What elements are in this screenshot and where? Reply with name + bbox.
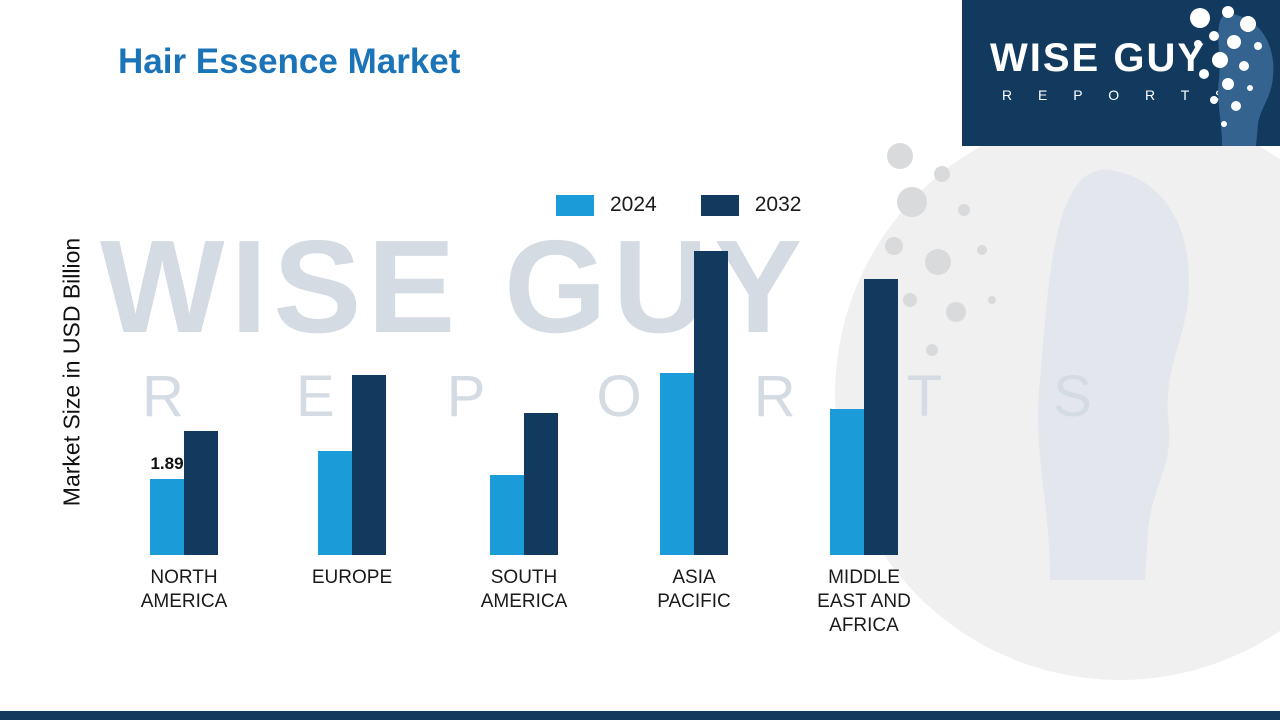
legend-item-2024: 2024 xyxy=(556,193,657,217)
bar-2032 xyxy=(864,279,898,555)
category-label: EUROPE xyxy=(311,567,393,588)
bar-2024 xyxy=(150,479,184,555)
logo-subtitle: R E P O R T S xyxy=(1002,87,1236,103)
bar-group xyxy=(490,413,558,555)
bar-2032 xyxy=(352,375,386,555)
watermark-line2: R E P O R T S xyxy=(142,363,1140,429)
bar-group xyxy=(318,375,386,555)
bar-2024 xyxy=(830,409,864,555)
bar-2032 xyxy=(524,413,558,555)
bar-group xyxy=(660,251,728,555)
category-label: ASIA PACIFIC xyxy=(657,567,731,612)
page-title: Hair Essence Market xyxy=(118,42,461,81)
logo-brand: WISE GUY xyxy=(990,36,1207,80)
watermark: WISE GUY R E P O R T S xyxy=(100,213,1140,430)
logo-text: WISE GUY R E P O R T S xyxy=(990,36,1235,103)
watermark-line1: WISE GUY xyxy=(100,213,809,360)
legend-item-2032: 2032 xyxy=(700,193,802,217)
bar-group xyxy=(150,431,218,555)
legend-swatch-2024 xyxy=(556,194,594,216)
bar-group xyxy=(830,279,898,555)
face-profile-decoration xyxy=(1037,169,1190,580)
bar-2024 xyxy=(318,451,352,555)
legend: 2024 2032 xyxy=(556,193,801,217)
bar-2032 xyxy=(184,431,218,555)
bar-value-label: 1.89 xyxy=(150,454,184,474)
category-label: NORTH AMERICA xyxy=(140,567,228,612)
legend-swatch-2032 xyxy=(700,194,739,216)
legend-label-2024: 2024 xyxy=(610,193,657,216)
footer-bar xyxy=(0,711,1280,720)
logo: WISE GUY R E P O R T S xyxy=(962,0,1280,146)
bar-2024 xyxy=(490,475,524,555)
bar-2032 xyxy=(694,251,728,555)
legend-label-2032: 2032 xyxy=(754,193,802,216)
dots-decoration xyxy=(885,143,996,356)
category-label: MIDDLE EAST AND AFRICA xyxy=(817,567,911,636)
logo-head-icon xyxy=(1190,6,1274,146)
category-label: SOUTH AMERICA xyxy=(480,567,568,612)
bar-2024 xyxy=(660,373,694,555)
